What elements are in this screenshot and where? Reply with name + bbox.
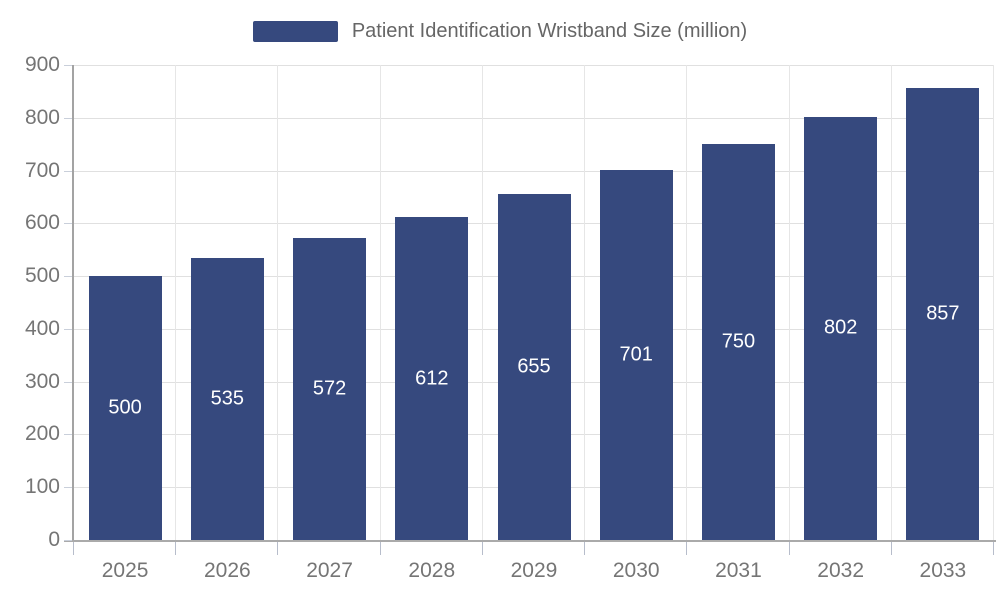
y-axis-tick [64,117,72,119]
x-axis-tick [890,542,892,555]
x-axis-tick [277,542,279,555]
y-axis-tick [64,65,72,66]
legend[interactable]: Patient Identification Wristband Size (m… [0,21,1000,42]
y-axis-tick [64,540,72,541]
bar-value-label: 500 [108,396,142,419]
y-axis-label: 0 [48,528,60,551]
gridline-vertical [481,65,483,540]
x-axis-label: 2033 [919,559,967,582]
x-axis-tick [993,542,994,555]
y-axis-label: 100 [24,475,60,499]
bar-value-label: 802 [823,316,858,339]
x-axis-tick [379,542,381,555]
bar[interactable]: 535 [190,257,264,540]
gridline-horizontal [74,65,994,66]
y-axis-label: 500 [24,264,60,288]
bar[interactable]: 802 [804,116,878,540]
bar-value-label: 857 [926,302,960,325]
x-axis-label: 2027 [306,559,353,582]
gridline-vertical [890,65,892,540]
x-axis-line [64,540,996,542]
bar[interactable]: 612 [395,217,469,540]
bar[interactable]: 701 [599,170,673,540]
y-axis-label: 600 [24,211,60,235]
x-axis-tick [584,542,586,555]
y-axis-tick [64,223,72,225]
x-axis-tick [175,542,177,555]
gridline-horizontal [74,170,994,172]
y-axis-line [72,65,74,542]
bar-value-label: 535 [210,387,245,410]
gridline-vertical [379,65,381,540]
plot-area: 0 100 200 300 400 500 600 700 800 900 500 2025 535 20… [25,53,996,582]
gridline-vertical [993,65,994,540]
gridline-vertical [175,65,177,540]
y-axis-label: 800 [24,105,60,129]
x-axis-label: 2026 [203,559,251,582]
y-axis-tick [64,487,72,489]
bar[interactable]: 572 [293,238,367,540]
y-axis-tick [64,170,72,172]
x-axis-label: 2030 [612,559,660,582]
bar[interactable]: 857 [906,87,980,540]
x-axis-label: 2029 [510,559,558,582]
x-axis-tick [73,542,74,555]
legend-label: Patient Identification Wristband Size (m… [351,20,748,42]
bar[interactable]: 500 [88,276,162,540]
x-axis-label: 2031 [715,559,762,582]
bar-value-label: 701 [619,343,653,366]
legend-swatch [252,21,338,42]
gridline-vertical [788,65,790,540]
bar-value-label: 612 [415,367,449,389]
bar-value-label: 750 [721,330,756,353]
x-axis-label: 2032 [817,559,865,582]
bar[interactable]: 655 [497,194,571,540]
x-axis-tick [686,542,688,555]
x-axis-tick [788,542,790,555]
bar-value-label: 655 [517,355,551,378]
gridline-vertical [277,65,279,540]
y-axis-tick [64,276,72,278]
y-axis-label: 300 [24,369,60,393]
bar[interactable]: 750 [701,144,775,540]
y-axis-tick [64,434,72,436]
y-axis-label: 900 [24,53,60,76]
y-axis-label: 400 [24,316,60,340]
y-axis-label: 200 [24,422,60,446]
y-axis-tick [64,381,72,383]
y-axis-label: 700 [24,158,60,182]
bar-value-label: 572 [312,377,347,400]
x-axis-label: 2025 [101,559,149,582]
y-axis-tick [64,328,72,330]
x-axis-tick [481,542,483,555]
x-axis-label: 2028 [408,559,456,582]
gridline-vertical [686,65,688,540]
gridline-vertical [584,65,586,540]
gridline-horizontal [74,117,994,119]
